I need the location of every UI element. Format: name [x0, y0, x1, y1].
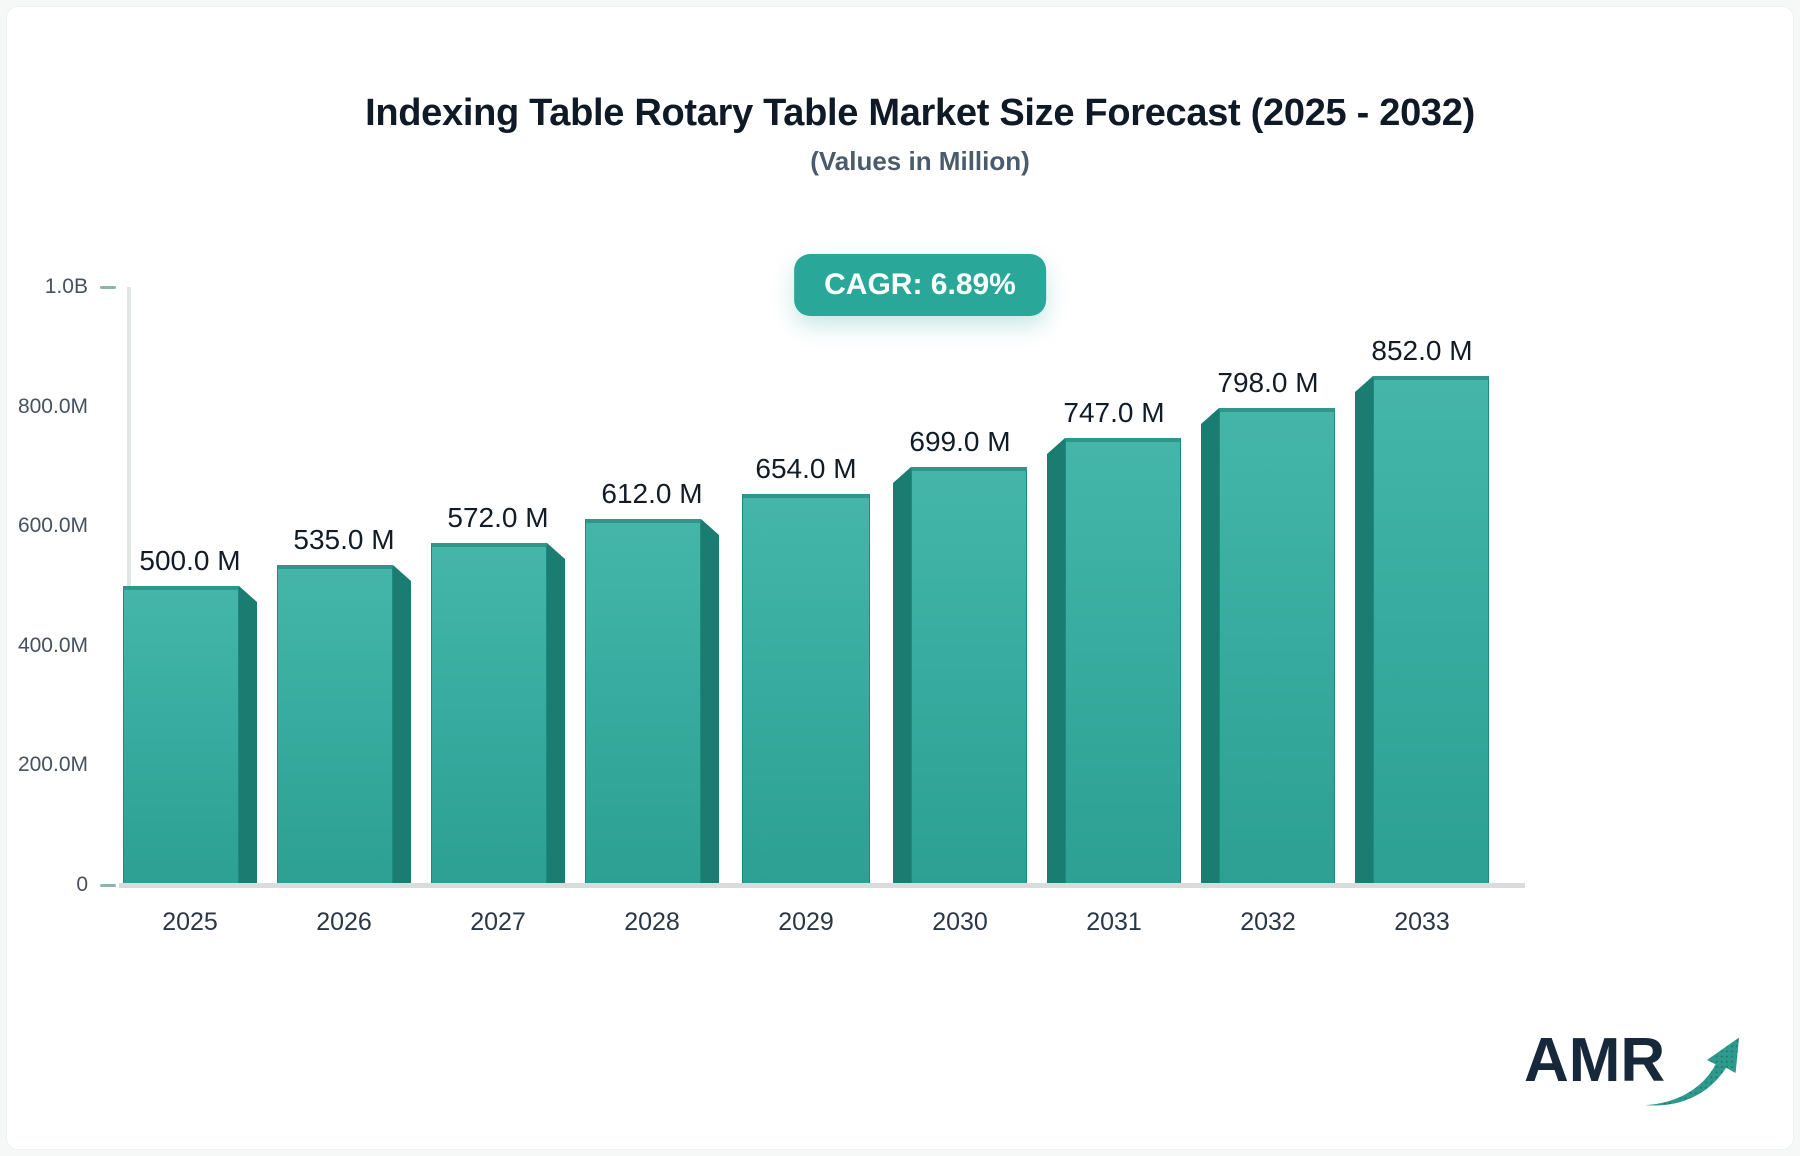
bar-face	[742, 494, 870, 885]
bar-2033	[1355, 376, 1489, 885]
x-axis-label: 2029	[778, 908, 834, 936]
bar-face	[1065, 438, 1181, 885]
bar-3d-side	[1355, 376, 1373, 885]
bar-2028	[585, 519, 719, 885]
x-axis-label: 2026	[316, 908, 372, 936]
bar-value-label: 500.0 M	[139, 545, 241, 576]
cagr-badge: CAGR: 6.89%	[794, 254, 1046, 316]
y-axis-label: 600.0M	[17, 514, 88, 538]
bar-face	[431, 543, 547, 885]
bar-value-label: 612.0 M	[601, 478, 703, 509]
x-axis-label: 2032	[1240, 908, 1296, 936]
bar-face	[123, 586, 239, 885]
chart-subtitle: (Values in Million)	[810, 146, 1030, 176]
bar-3d-side	[701, 519, 719, 885]
x-axis-label: 2028	[624, 908, 680, 936]
y-axis-label: 200.0M	[17, 753, 88, 777]
bar-2030	[893, 467, 1027, 885]
bar-value-label: 572.0 M	[447, 502, 549, 533]
bar-value-label: 699.0 M	[909, 426, 1011, 457]
y-tick-dash	[100, 884, 116, 887]
bar-2027	[431, 543, 565, 885]
x-axis-label: 2030	[932, 908, 988, 936]
y-axis-label: 800.0M	[17, 394, 88, 418]
chart-title: Indexing Table Rotary Table Market Size …	[365, 92, 1475, 134]
x-axis-label: 2027	[470, 908, 526, 936]
bar-face	[585, 519, 701, 885]
growth-arrow-icon	[1645, 1037, 1740, 1106]
bar-value-label: 747.0 M	[1063, 397, 1165, 428]
x-axis-label: 2033	[1394, 908, 1450, 936]
x-axis-label: 2031	[1086, 908, 1142, 936]
y-axis-label: 400.0M	[17, 633, 88, 657]
bar-3d-side	[547, 543, 565, 885]
bar-value-label: 852.0 M	[1371, 335, 1473, 366]
bar-value-label: 535.0 M	[293, 524, 395, 555]
bar-3d-side	[393, 565, 411, 885]
x-axis-baseline	[119, 883, 1525, 888]
bar-2029	[739, 494, 873, 885]
bar-3d-side	[239, 586, 257, 885]
bar-value-label: 798.0 M	[1217, 367, 1319, 398]
y-axis-label: 1.0B	[44, 275, 88, 298]
amr-logo: AMR	[1524, 1026, 1740, 1106]
y-axis-label: 0	[76, 873, 88, 896]
bar-2032	[1201, 408, 1335, 885]
logo-text: AMR	[1524, 1026, 1666, 1095]
x-axis-label: 2025	[162, 908, 218, 936]
bar-2026	[277, 565, 411, 885]
bar-face	[911, 467, 1027, 885]
y-tick-dash	[100, 286, 116, 289]
bar-face	[1219, 408, 1335, 885]
bar-face	[1373, 376, 1489, 885]
bar-value-label: 654.0 M	[755, 453, 857, 484]
bar-2025	[123, 586, 257, 885]
bar-3d-side	[1047, 438, 1065, 885]
bar-face	[277, 565, 393, 885]
bar-2031	[1047, 438, 1181, 885]
bar-3d-side	[893, 467, 911, 885]
bar-3d-side	[1201, 408, 1219, 885]
